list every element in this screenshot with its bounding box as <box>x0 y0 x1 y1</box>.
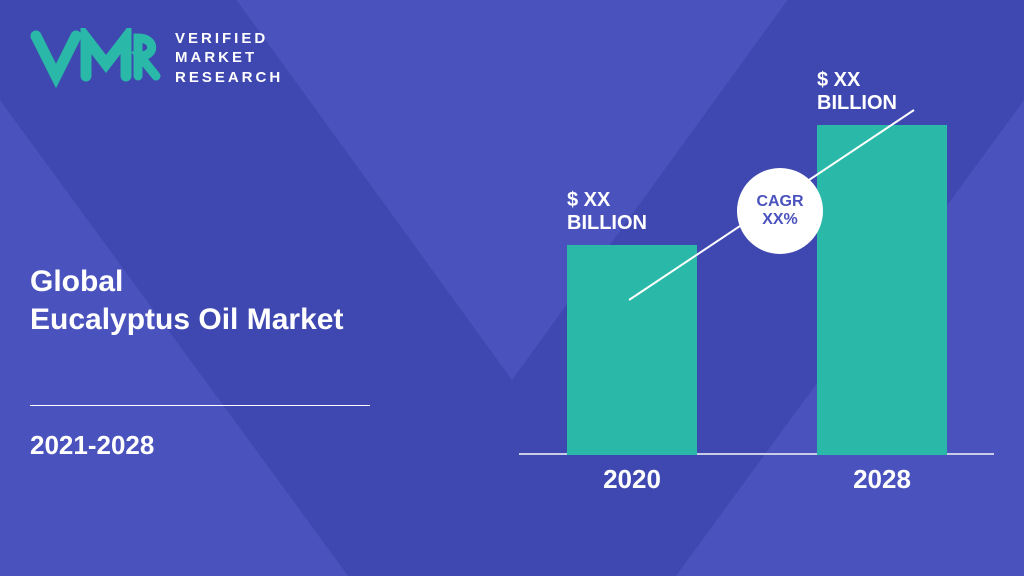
cagr-label: CAGR <box>756 193 803 211</box>
x-label-2020: 2020 <box>567 464 697 495</box>
report-title: Global Eucalyptus Oil Market <box>30 265 343 337</box>
value-label-2028: $ XXBILLION <box>817 69 937 115</box>
brand-name: VERIFIED MARKET RESEARCH <box>175 29 283 88</box>
cagr-value: XX% <box>762 211 798 229</box>
forecast-year-range: 2021-2028 <box>30 430 154 461</box>
title-line-1: Global <box>30 265 343 299</box>
cagr-badge: CAGR XX% <box>737 168 823 254</box>
bar-2020 <box>567 245 697 455</box>
x-label-2028: 2028 <box>817 464 947 495</box>
title-divider <box>30 405 370 406</box>
market-size-chart: $ XXBILLION $ XXBILLION CAGR XX% 2020 20… <box>519 40 994 495</box>
brand-logo: VERIFIED MARKET RESEARCH <box>28 28 283 88</box>
title-line-2: Eucalyptus Oil Market <box>30 303 343 337</box>
bar-2028 <box>817 125 947 455</box>
vmr-logo-icon <box>28 28 163 88</box>
value-label-2020: $ XXBILLION <box>567 189 687 235</box>
brand-line-2: MARKET <box>175 48 283 68</box>
brand-line-1: VERIFIED <box>175 29 283 49</box>
brand-line-3: RESEARCH <box>175 68 283 88</box>
